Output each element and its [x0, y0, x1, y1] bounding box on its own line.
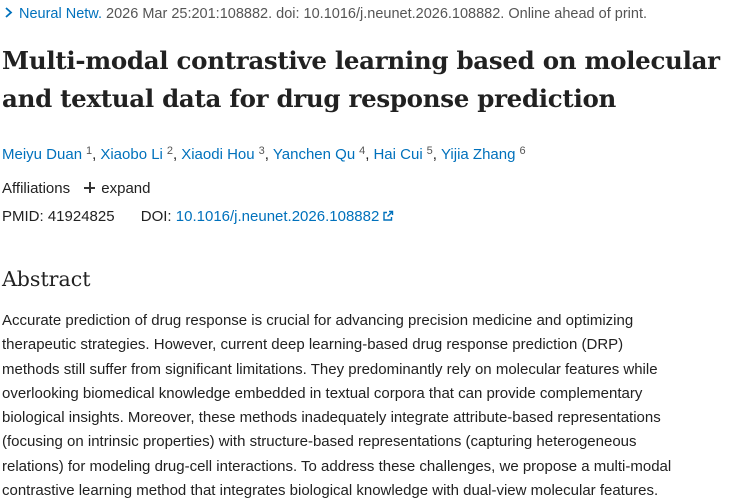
title-line-1: Multi-modal contrastive learning based o…	[2, 46, 720, 75]
abstract-line: relations) for modeling drug-cell intera…	[2, 457, 672, 475]
title-line-2: and textual data for drug response predi…	[2, 84, 617, 113]
author-link[interactable]: Meiyu Duan	[2, 146, 83, 163]
journal-link[interactable]: Neural Netw.	[19, 6, 103, 22]
author-separator: ,	[264, 146, 269, 163]
abstract-line: contrastive learning method that integra…	[2, 482, 659, 500]
identifiers-row: PMID: 41924825 DOI: 10.1016/j.neunet.202…	[2, 206, 394, 228]
affiliation-number[interactable]: 5	[426, 145, 433, 157]
pmid-value: 41924825	[47, 208, 115, 225]
doi-label: DOI:	[140, 208, 172, 225]
expand-label: expand	[101, 180, 151, 197]
pmid-label: PMID:	[2, 208, 44, 225]
doi-value[interactable]: 10.1016/j.neunet.2026.108882	[175, 208, 380, 225]
journal-citation: Neural Netw. 2026 Mar 25:201:108882. doi…	[2, 4, 647, 24]
abstract-line: therapeutic strategies. However, current…	[2, 336, 624, 354]
article-title: Multi-modal contrastive learning based o…	[2, 42, 748, 118]
plus-icon	[84, 182, 96, 193]
expand-affiliations-button[interactable]: expand	[84, 178, 150, 200]
affiliations-row: Affiliations expand	[2, 178, 150, 200]
abstract-line: methods still suffer from significant li…	[2, 360, 658, 378]
abstract-body: Accurate prediction of drug response is …	[2, 309, 750, 500]
affiliation-number[interactable]: 1	[86, 145, 93, 157]
author-link[interactable]: Yijia Zhang	[440, 146, 516, 163]
abstract-line: Accurate prediction of drug response is …	[2, 312, 634, 329]
author-separator: ,	[92, 146, 97, 163]
doi-link[interactable]: 10.1016/j.neunet.2026.108882	[176, 208, 395, 225]
affiliation-number[interactable]: 6	[519, 145, 526, 157]
affiliations-label: Affiliations	[2, 180, 71, 197]
citation-details: 2026 Mar 25:201:108882. doi: 10.1016/j.n…	[102, 6, 648, 22]
chevron-right-icon[interactable]	[2, 6, 15, 19]
author-separator: ,	[432, 146, 437, 163]
author-separator: ,	[173, 146, 178, 163]
author-link[interactable]: Xiaobo Li	[100, 146, 163, 163]
author-link[interactable]: Xiaodi Hou	[181, 146, 255, 163]
abstract-heading: Abstract	[2, 267, 91, 291]
affiliation-number[interactable]: 4	[359, 145, 366, 157]
abstract-line: overlooking biomedical knowledge embedde…	[2, 384, 643, 402]
affiliation-number[interactable]: 3	[258, 145, 265, 157]
abstract-line: (focusing on intrinsic properties) with …	[2, 433, 637, 451]
abstract-line: biological insights. Moreover, these met…	[2, 409, 661, 427]
author-separator: ,	[365, 146, 370, 163]
author-list: Meiyu Duan 1, Xiaobo Li 2, Xiaodi Hou 3, Yanch…	[2, 140, 526, 166]
author-link[interactable]: Yanchen Qu	[272, 146, 356, 163]
external-link-icon[interactable]	[382, 210, 394, 222]
author-link[interactable]: Hai Cui	[373, 146, 423, 163]
affiliation-number[interactable]: 2	[166, 145, 174, 157]
